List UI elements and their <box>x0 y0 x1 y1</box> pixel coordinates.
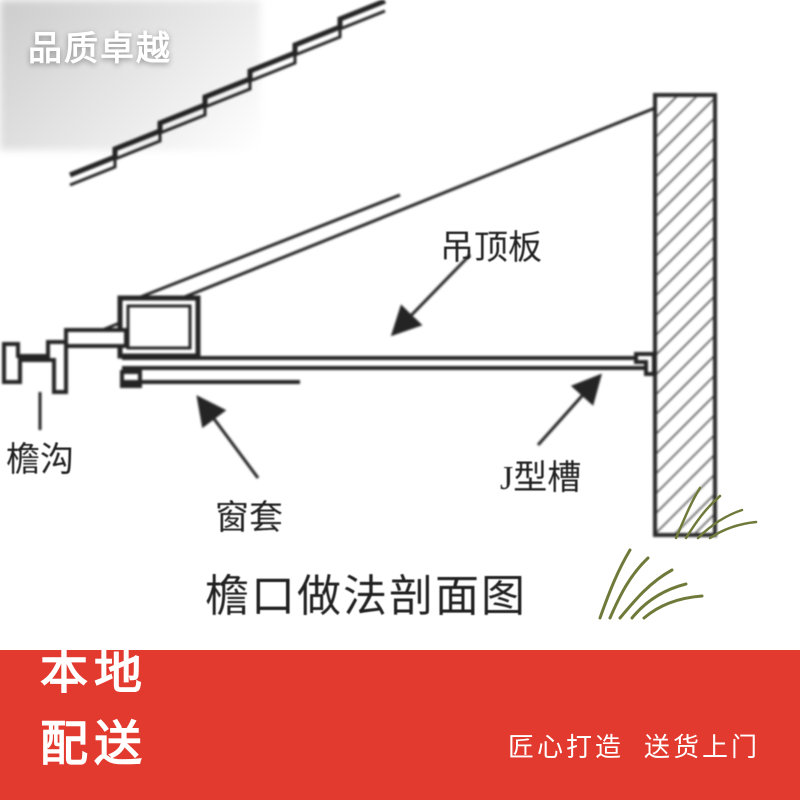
banner-left-line2: 配送 <box>40 704 148 774</box>
canvas: 品质卓越 <box>0 0 800 800</box>
arrow-window-trim <box>200 400 258 478</box>
diagram-caption: 檐口做法剖面图 <box>205 560 527 624</box>
roof-slope-line-mid <box>120 195 400 305</box>
badge-backdrop <box>0 0 260 150</box>
banner-right: 匠心打造 送货上门 <box>508 727 760 774</box>
j-channel <box>636 354 654 374</box>
bottom-banner: 本地 配送 匠心打造 送货上门 <box>0 650 800 800</box>
label-window-trim: 窗套 <box>215 490 283 539</box>
banner-left: 本地 配送 <box>40 632 148 774</box>
grass-decoration-1 <box>590 540 710 620</box>
fascia-block <box>120 298 198 356</box>
label-ceiling-board: 吊顶板 <box>440 220 542 269</box>
eave-plate <box>66 330 126 346</box>
grass-decoration-2 <box>670 480 760 540</box>
ceiling-board <box>122 358 655 386</box>
banner-right-item2: 送货上门 <box>644 727 760 764</box>
gutter <box>4 342 66 392</box>
quality-badge: 品质卓越 <box>28 28 172 71</box>
label-j-channel: J型槽 <box>500 450 581 499</box>
banner-right-item1: 匠心打造 <box>508 727 624 764</box>
wall <box>655 95 715 535</box>
arrow-j-channel <box>538 378 598 445</box>
quality-badge-line1: 品质卓越 <box>28 28 172 71</box>
label-gutter: 檐沟 <box>6 432 74 481</box>
banner-left-line1: 本地 <box>40 632 148 702</box>
